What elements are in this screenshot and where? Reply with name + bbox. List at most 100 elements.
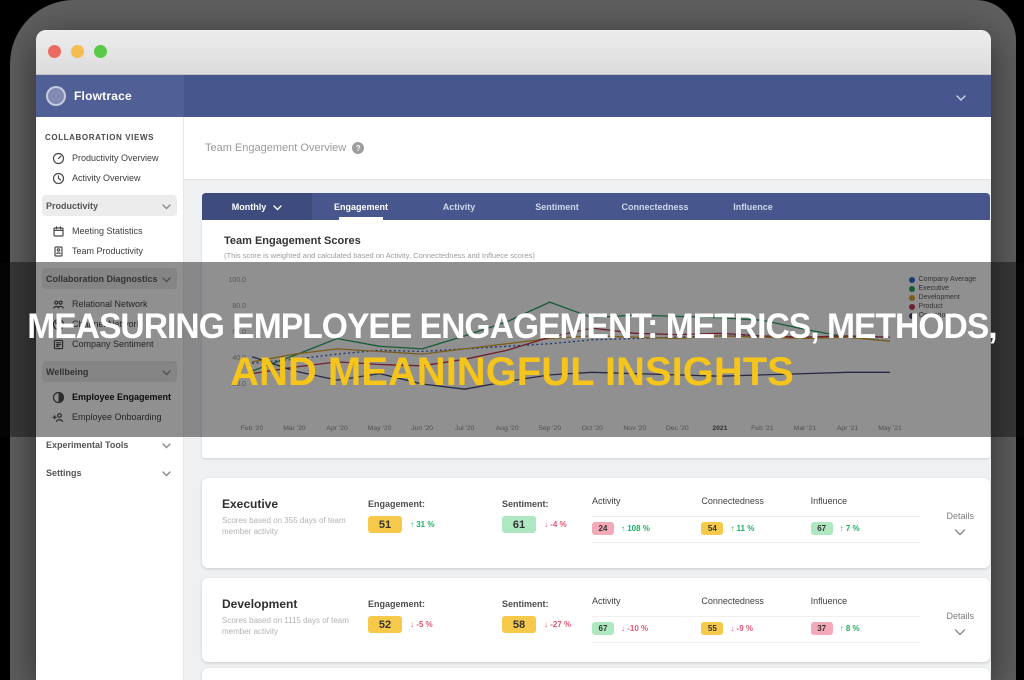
svg-text:May '21: May '21 <box>878 425 902 432</box>
period-filter-label: Monthly <box>231 201 267 212</box>
engagement-label: Engagement: <box>368 499 426 509</box>
metric-trend: ↑ 7 % <box>839 524 860 533</box>
details-expander[interactable]: Details <box>946 511 974 541</box>
sidebar-item-channel-network[interactable]: Channel Network <box>36 314 183 334</box>
team-description: Scores based on 355 days of team member … <box>222 516 346 536</box>
tab-bar: Monthly Engagement Activity Sentiment Co… <box>202 193 990 220</box>
svg-text:Mar '20: Mar '20 <box>283 425 306 432</box>
team-name: Executive <box>222 497 279 511</box>
sidebar-section-title: Settings <box>46 467 82 478</box>
svg-text:Apr '21: Apr '21 <box>837 425 859 432</box>
team-card-partial <box>202 668 990 680</box>
tab-engagement[interactable]: Engagement <box>312 193 410 220</box>
network-icon <box>51 317 65 331</box>
metric-score-badge: 37 <box>810 622 833 635</box>
tab-activity[interactable]: Activity <box>442 201 476 212</box>
metric-score-badge: 24 <box>592 522 614 535</box>
sidebar-item-label: Productivity Overview <box>72 153 159 163</box>
people-icon <box>51 297 65 311</box>
sidebar-section-experimental-tools[interactable]: Experimental Tools <box>42 434 177 455</box>
period-filter-dropdown[interactable]: Monthly <box>202 193 312 220</box>
chevron-down-icon <box>955 629 966 636</box>
minimize-window-button[interactable] <box>71 45 84 58</box>
svg-text:40.0: 40.0 <box>232 355 246 362</box>
engagement-panel: Monthly Engagement Activity Sentiment Co… <box>202 193 990 458</box>
chart-title: Team Engagement Scores <box>224 235 361 247</box>
sidebar-section-title: Experimental Tools <box>46 439 129 450</box>
sidebar-item-activity-overview[interactable]: Activity Overview <box>36 168 183 188</box>
legend-item: Development <box>908 294 976 301</box>
team-card-executive: Executive Scores based on 355 days of te… <box>202 478 990 568</box>
details-label: Details <box>946 611 974 621</box>
svg-text:Sep '20: Sep '20 <box>538 425 561 432</box>
metric-trend: ↓ -10 % <box>621 624 649 633</box>
details-expander[interactable]: Details <box>946 611 974 641</box>
sidebar-item-label: Relational Network <box>72 299 148 309</box>
legend-item: Company Average <box>908 276 976 283</box>
speedometer-icon <box>51 151 65 165</box>
sidebar-item-company-sentiment[interactable]: Company Sentiment <box>36 334 183 354</box>
badge-icon <box>51 244 65 258</box>
legend-item: Operations <box>908 312 976 319</box>
feed-icon <box>51 337 65 351</box>
metric-trend: ↑ 8 % <box>839 624 860 633</box>
sidebar-section-collaboration-diagnostics[interactable]: Collaboration Diagnostics <box>42 268 177 289</box>
metric-header: Activity <box>592 496 621 506</box>
svg-text:Apr '20: Apr '20 <box>326 425 348 432</box>
metric-trend: ↑ 108 % <box>621 524 650 533</box>
page-header: Team Engagement Overview ? <box>184 117 991 180</box>
sentiment-kpi: Sentiment: 61 ↓ -4 % <box>502 499 567 533</box>
sidebar-section-settings[interactable]: Settings <box>42 462 177 483</box>
metric-score-badge: 55 <box>701 622 724 635</box>
sidebar-section-productivity[interactable]: Productivity <box>42 195 177 216</box>
tab-connectedness[interactable]: Connectedness <box>621 201 689 212</box>
calendar-icon <box>51 224 65 238</box>
caption-line-2: AND MEANINGFUL INSIGHTS <box>230 349 794 394</box>
sentiment-kpi: Sentiment: 58 ↓ -27 % <box>502 599 571 633</box>
chevron-down-icon <box>162 464 171 482</box>
app-header-bar: Flowtrace <box>36 75 991 117</box>
browser-window: Flowtrace COLLABORATION VIEWS Productivi… <box>36 30 991 680</box>
sidebar-section-title: Collaboration Diagnostics <box>46 273 158 284</box>
page-title: Team Engagement Overview <box>205 142 347 154</box>
team-card-development: Development Scores based on 1115 days of… <box>202 578 990 662</box>
tab-sentiment[interactable]: Sentiment <box>535 201 579 212</box>
metric-score-badge: 67 <box>592 622 614 635</box>
metric-header: Connectedness <box>701 496 764 506</box>
svg-text:100.0: 100.0 <box>228 277 246 284</box>
brand-area[interactable]: Flowtrace <box>36 75 184 117</box>
donut-icon <box>51 390 65 404</box>
svg-text:Dec '20: Dec '20 <box>666 425 689 432</box>
team-description: Scores based on 1115 days of team member… <box>222 616 349 636</box>
svg-text:Feb '20: Feb '20 <box>241 425 264 432</box>
sidebar-item-meeting-statistics[interactable]: Meeting Statistics <box>36 221 183 241</box>
svg-text:Jul '20: Jul '20 <box>455 425 475 432</box>
sidebar-item-productivity-overview[interactable]: Productivity Overview <box>36 148 183 168</box>
sidebar-item-label: Employee Engagement <box>72 392 172 402</box>
sentiment-trend: ↓ -4 % <box>544 520 567 529</box>
help-icon[interactable]: ? <box>352 142 365 154</box>
close-window-button[interactable] <box>48 45 61 58</box>
sidebar-item-relational-network[interactable]: Relational Network <box>36 294 183 314</box>
sidebar-item-employee-onboarding[interactable]: Employee Onboarding <box>36 407 183 427</box>
tab-influence[interactable]: Influence <box>733 201 773 212</box>
metric-trend: ↓ -9 % <box>730 624 753 633</box>
sidebar-item-team-productivity[interactable]: Team Productivity <box>36 241 183 261</box>
sidebar-item-employee-engagement[interactable]: Employee Engagement <box>36 387 183 407</box>
sidebar-item-label: Activity Overview <box>72 173 141 183</box>
chevron-down-icon <box>955 529 966 536</box>
engagement-trend: ↑ 31 % <box>410 520 435 529</box>
metrics-table: Activity Connectedness Influence 24 ↑ 10… <box>592 486 920 543</box>
engagement-score-badge: 51 <box>368 516 402 533</box>
engagement-kpi: Engagement: 52 ↓ -5 % <box>368 599 433 633</box>
engagement-trend: ↓ -5 % <box>410 620 433 629</box>
zoom-window-button[interactable] <box>94 45 107 58</box>
sidebar-item-label: Company Sentiment <box>72 339 154 349</box>
svg-text:2021: 2021 <box>712 425 727 432</box>
sidebar-section-wellbeing[interactable]: Wellbeing <box>42 361 177 382</box>
account-chevron-down-icon[interactable] <box>955 89 967 107</box>
chevron-down-icon <box>162 363 171 381</box>
metric-score-badge: 54 <box>701 522 724 535</box>
brand-name: Flowtrace <box>74 89 132 103</box>
